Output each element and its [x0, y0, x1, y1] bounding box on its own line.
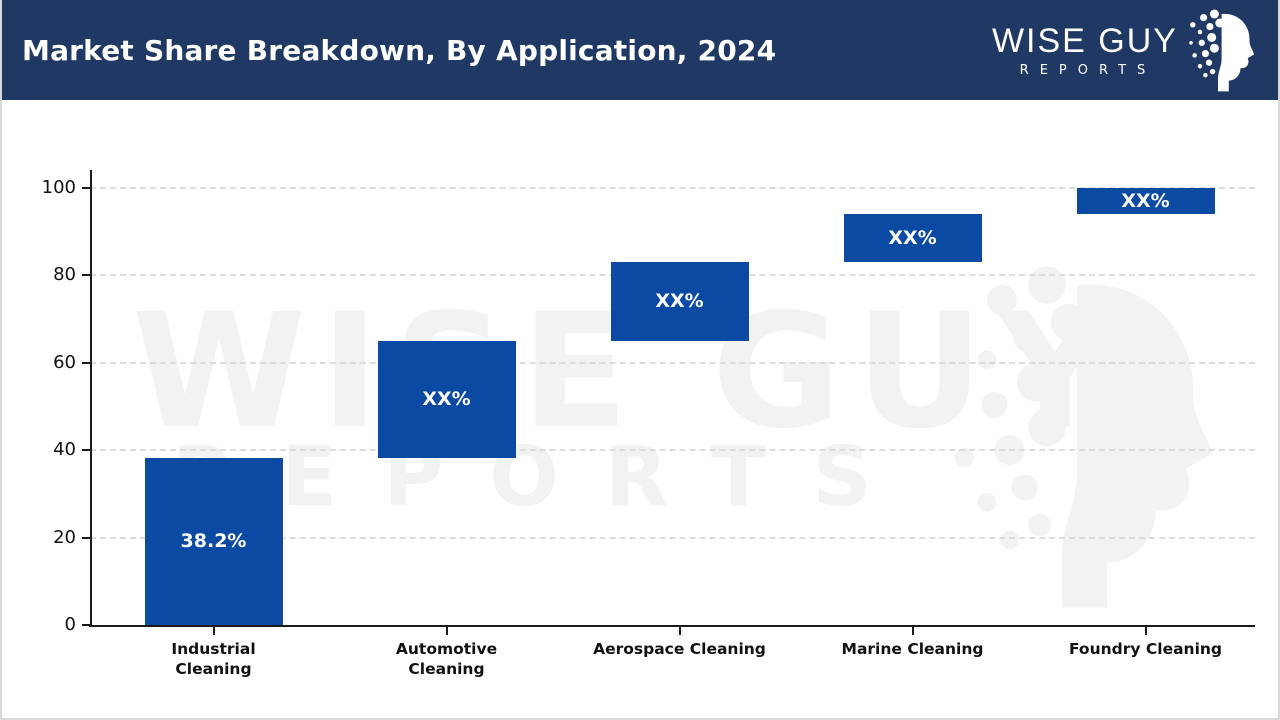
y-tick-mark	[82, 449, 90, 451]
grid-line	[90, 186, 1255, 189]
plot: 0 20 40 60 80 100 38.2% XX% XX% XX% XX% Industrial C…	[2, 100, 1278, 718]
y-tick-label: 40	[53, 439, 76, 460]
x-tick-mark	[212, 627, 215, 635]
x-axis-line	[89, 625, 1255, 627]
x-category-label: Automotive Cleaning	[395, 640, 498, 678]
bar-segment: XX%	[843, 213, 982, 262]
bar-segment: XX%	[377, 340, 516, 458]
bar-value-label: 38.2%	[180, 530, 247, 553]
wiseguy-logo: WISE GUY REPORTS	[992, 8, 1254, 92]
bar-value-label: XX%	[1121, 189, 1170, 212]
x-tick-mark	[445, 627, 448, 635]
bar-segment: XX%	[1076, 187, 1215, 214]
bar-value-label: XX%	[888, 226, 937, 249]
y-tick-mark	[82, 624, 90, 626]
y-tick-label: 100	[41, 176, 76, 198]
logo-wordmark: WISE GUY	[991, 21, 1178, 60]
y-axis-line	[90, 170, 92, 627]
wiseguy-logo-text: WISE GUY REPORTS	[992, 24, 1178, 77]
bar-segment: 38.2%	[144, 457, 283, 625]
page-title: Market Share Breakdown, By Application, …	[22, 33, 777, 67]
x-category-label: Marine Cleaning	[841, 640, 984, 658]
bar-value-label: XX%	[655, 290, 704, 313]
chart-area: WISE GUY REPORTS 0 20 40 60 80 100 38.2% XX% XX%…	[2, 100, 1278, 718]
x-category-label: Industrial Cleaning	[171, 640, 256, 678]
y-tick-label: 80	[53, 264, 76, 285]
y-tick-mark	[82, 361, 90, 364]
grid-line	[90, 361, 1255, 364]
x-category-label: Foundry Cleaning	[1068, 640, 1223, 658]
bar-value-label: XX%	[422, 388, 471, 411]
y-tick-mark	[82, 186, 90, 189]
y-tick-mark	[82, 536, 90, 539]
bar-segment: XX%	[610, 261, 749, 341]
x-tick-mark	[678, 627, 681, 635]
header: Market Share Breakdown, By Application, …	[2, 0, 1278, 100]
x-category-label: Aerospace Cleaning	[593, 640, 766, 658]
grid-line	[90, 449, 1255, 451]
x-tick-mark	[1144, 627, 1147, 635]
y-tick-label: 20	[53, 526, 76, 548]
y-tick-label: 60	[53, 351, 76, 373]
logo-subtitle: REPORTS	[1019, 62, 1157, 78]
y-tick-label: 0	[64, 614, 76, 635]
wiseguy-head-icon	[1189, 9, 1254, 92]
y-tick-mark	[82, 274, 90, 276]
x-tick-mark	[911, 627, 914, 635]
grid-line	[90, 536, 1255, 539]
